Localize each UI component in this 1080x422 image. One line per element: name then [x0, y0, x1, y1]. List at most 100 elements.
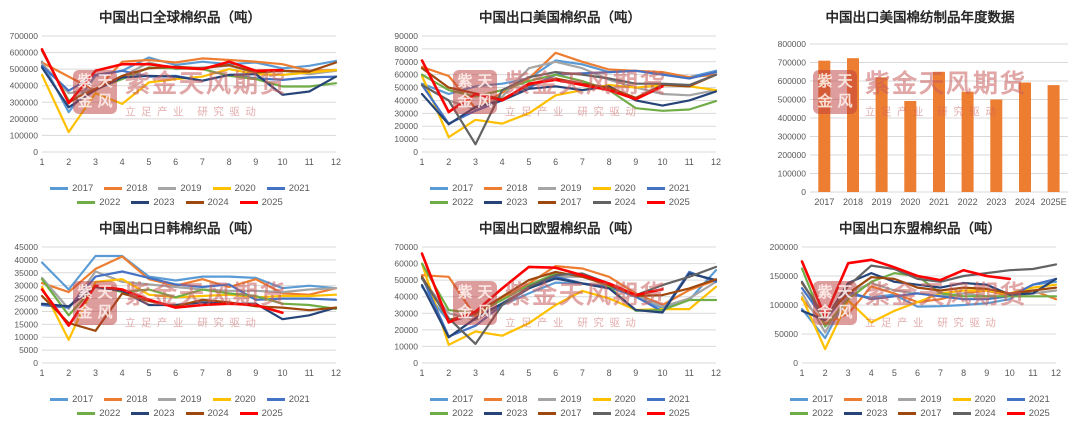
x-tick-label: 6	[553, 368, 558, 378]
legend-key-icon	[592, 412, 611, 415]
legend-item-2017: 2017	[430, 183, 473, 194]
bar-2023	[990, 99, 1003, 192]
legend-key-icon	[104, 187, 123, 190]
legend-key-icon	[952, 412, 971, 415]
x-tick-label: 10	[1005, 368, 1015, 378]
legend-item-2021: 2021	[646, 394, 690, 405]
legend-row: 2017 2018 2019 2020 2021	[50, 394, 310, 405]
legend-label: 2019	[560, 394, 582, 405]
legend-item-2020: 2020	[592, 183, 636, 194]
y-tick-label: 0	[413, 358, 418, 368]
legend-label: 2023	[506, 408, 528, 419]
legend-item-2025: 2025	[1006, 408, 1050, 419]
legend-label: 2024	[614, 408, 636, 419]
y-tick-label: 100000	[770, 300, 799, 310]
legend-key-icon	[952, 398, 971, 401]
legend-row: 2022 2023 2024 2025	[77, 408, 283, 419]
x-tick-label: 10	[278, 368, 288, 378]
chart-title: 中国出口东盟棉织品（吨）	[839, 221, 1001, 236]
legend-key-icon	[844, 398, 863, 401]
y-tick-label: 600000	[778, 76, 807, 86]
legend-label: 2018	[126, 183, 148, 194]
chart-panel-eu: 中国出口欧盟棉织品（吨） 0 10000 20000 30000 40000 50000 6…	[380, 211, 740, 422]
y-tick-label: 40000	[394, 292, 418, 302]
chart-panel-us-annual-bar: 中国出口美国棉纺制品年度数据 0 100000 200000 300000 400000…	[760, 0, 1080, 211]
series-line-2024	[420, 70, 718, 146]
y-tick-label: 0	[33, 358, 38, 368]
legend-key-icon	[898, 412, 917, 415]
legend-key-icon	[538, 187, 557, 190]
legend-label: 2018	[506, 394, 528, 405]
y-tick-label: 500000	[10, 64, 39, 74]
legend-label: 2023	[153, 408, 175, 419]
legend-item-2022: 2022	[430, 197, 473, 208]
x-tick-label: 6	[553, 157, 558, 167]
x-tick-label: 4	[500, 368, 505, 378]
x-tick-label: 1	[419, 368, 424, 378]
legend-label: 2020	[614, 183, 636, 194]
x-tick-label: 2	[66, 157, 71, 167]
legend-key-icon	[212, 187, 231, 190]
y-tick-label: 80000	[394, 44, 418, 54]
legend-label: 2021	[1028, 394, 1050, 405]
legend-key-icon	[430, 201, 449, 204]
y-tick-label: 200000	[770, 242, 799, 252]
legend-row: 2022 2023 2017 2024 2025	[790, 408, 1050, 419]
x-tick-label: 7	[200, 368, 205, 378]
legend-row: 2017 2018 2019 2020 2021	[430, 183, 690, 194]
x-tick-label: 6	[173, 368, 178, 378]
legend-label: 2025	[668, 197, 690, 208]
legend-label: 2020	[974, 394, 996, 405]
x-tick-label: 2018	[843, 197, 863, 207]
legend-label: 2022	[452, 197, 474, 208]
legend-key-icon	[185, 201, 204, 204]
legend-key-icon	[77, 201, 96, 204]
x-tick-label: 9	[253, 368, 258, 378]
y-tick-label: 70000	[394, 242, 418, 252]
x-tick-label: 3	[473, 368, 478, 378]
legend-key-icon	[592, 201, 611, 204]
legend-item-2017: 2017	[538, 197, 582, 208]
legend-item-2018: 2018	[104, 183, 147, 194]
y-tick-label: 100000	[778, 169, 807, 179]
y-tick-label: 30000	[394, 308, 418, 318]
y-tick-label: 20000	[394, 121, 418, 131]
x-tick-label: 1	[39, 368, 44, 378]
legend-item-2018: 2018	[484, 394, 527, 405]
chart-title: 中国出口日韩棉织品（吨）	[99, 221, 261, 236]
legend-key-icon	[430, 187, 449, 190]
x-tick-label: 8	[961, 368, 966, 378]
legend-item-2022: 2022	[430, 408, 473, 419]
legend: 2017 2018 2019 2020 2021 2022 2023 2017 2024 2025	[380, 183, 740, 208]
chart-title: 中国出口欧盟棉织品（吨）	[479, 221, 641, 236]
x-tick-label: 12	[331, 368, 341, 378]
x-tick-label: 3	[846, 368, 851, 378]
series-line-2019	[40, 270, 338, 311]
y-tick-label: 0	[801, 187, 806, 197]
legend-row: 2017 2018 2019 2020 2021	[790, 394, 1050, 405]
legend-key-icon	[484, 187, 503, 190]
legend-item-2017: 2017	[430, 394, 473, 405]
legend-key-icon	[1006, 412, 1025, 415]
legend-item-2019: 2019	[158, 183, 202, 194]
x-tick-label: 2023	[986, 197, 1006, 207]
y-tick-label: 800000	[778, 39, 807, 49]
chart-panel-us-cotton: 中国出口美国棉织品（吨） 0 10000 20000 30000 40000 50000 6…	[380, 0, 740, 211]
legend-label: 2018	[506, 183, 528, 194]
bar-2025E	[1047, 85, 1060, 192]
legend-key-icon	[50, 398, 69, 401]
x-tick-label: 2024	[1015, 197, 1035, 207]
legend-label: 2021	[668, 183, 690, 194]
y-tick-label: 600000	[10, 48, 39, 58]
legend-key-icon	[646, 201, 665, 204]
x-tick-label: 2019	[872, 197, 892, 207]
x-tick-label: 4	[500, 157, 505, 167]
x-tick-label: 2022	[958, 197, 978, 207]
series-line-2024	[40, 292, 338, 332]
legend-label: 2017	[812, 394, 834, 405]
y-tick-label: 200000	[10, 114, 39, 124]
legend-item-2021: 2021	[1006, 394, 1050, 405]
x-tick-label: 7	[580, 157, 585, 167]
legend-label: 2022	[812, 408, 834, 419]
